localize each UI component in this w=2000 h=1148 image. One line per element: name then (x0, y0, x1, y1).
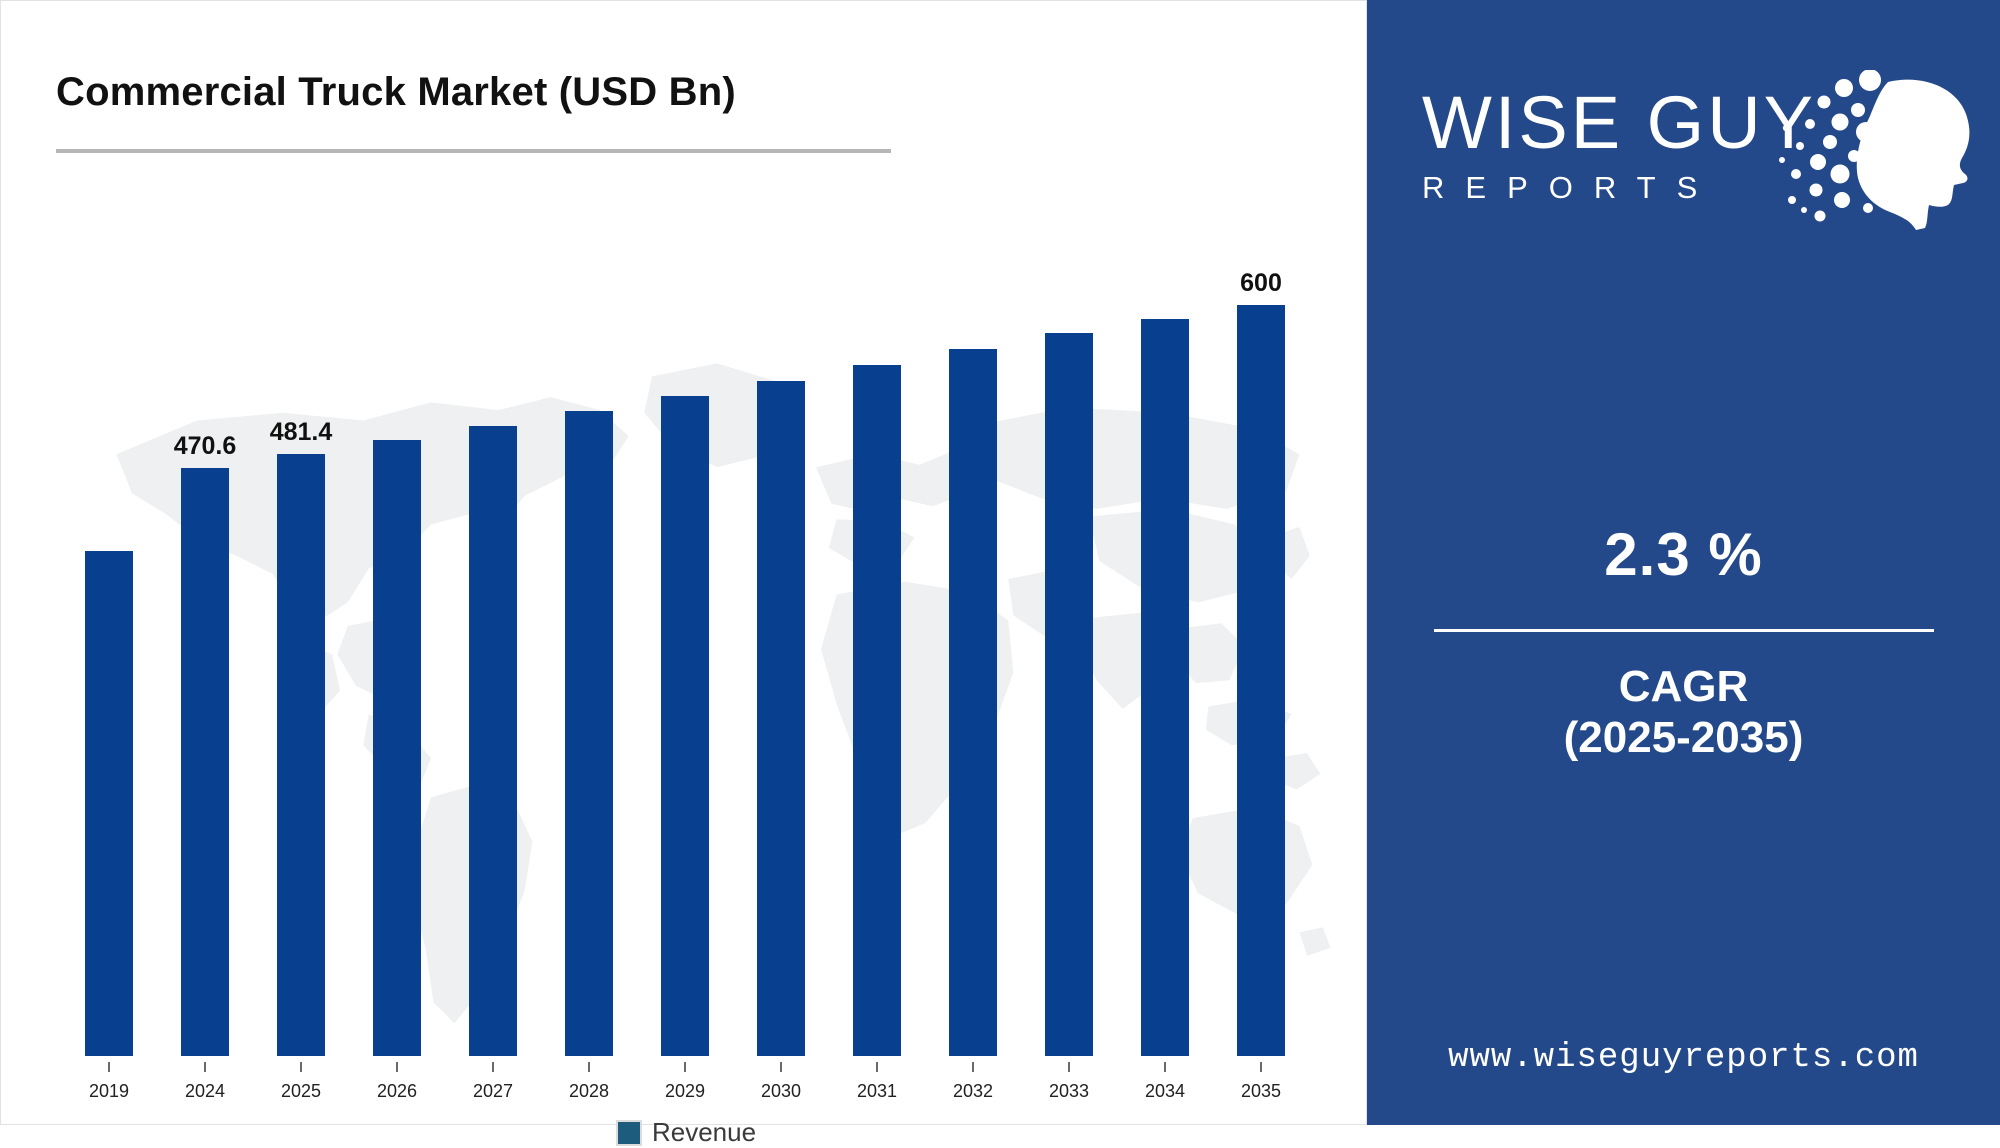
bar-2019[interactable] (85, 551, 133, 1056)
x-axis-label: 2025 (280, 1081, 322, 1101)
x-axis-label: 2030 (760, 1081, 802, 1101)
bar-slot: 2033 (1021, 231, 1117, 1101)
x-axis-label: 2028 (568, 1081, 610, 1101)
x-tick (492, 1062, 494, 1072)
bar-value-label: 470.6 (173, 432, 237, 460)
x-axis-label: 2026 (376, 1081, 418, 1101)
x-axis-label: 2032 (952, 1081, 994, 1101)
bar-2025[interactable] (277, 454, 325, 1056)
x-axis-label: 2034 (1144, 1081, 1186, 1101)
bar-slot: 2034 (1117, 231, 1213, 1101)
cagr-label: CAGR (1618, 662, 1749, 711)
bar-2028[interactable] (565, 411, 613, 1056)
legend-swatch-revenue (615, 1119, 642, 1146)
cagr-period: (2025-2035) (1563, 712, 1804, 762)
x-axis-label: 2024 (184, 1081, 226, 1101)
bar-chart-plot: 2019 470.6 2024 481.4 2025 2026 (61, 231, 1311, 1147)
bar-2032[interactable] (949, 349, 997, 1056)
bar-slot: 481.4 2025 (253, 231, 349, 1101)
bar-slot: 2028 (541, 231, 637, 1101)
bar-slot: 2029 (637, 231, 733, 1101)
bar-2030[interactable] (757, 381, 805, 1056)
bar-2034[interactable] (1141, 319, 1189, 1056)
cagr-value: 2.3 % (1604, 521, 1763, 588)
x-tick (204, 1062, 206, 1072)
bar-slot: 600 2035 (1213, 231, 1309, 1101)
title-divider (56, 149, 891, 153)
bar-slot: 2031 (829, 231, 925, 1101)
x-tick (876, 1062, 878, 1072)
page-title: Commercial Truck Market (USD Bn) (56, 69, 736, 114)
bar-slot: 2032 (925, 231, 1021, 1101)
x-tick (972, 1062, 974, 1072)
legend-label-revenue: Revenue (651, 1117, 757, 1147)
x-tick (684, 1062, 686, 1072)
x-axis-label: 2029 (664, 1081, 706, 1101)
bar-2027[interactable] (469, 426, 517, 1056)
bar-2031[interactable] (853, 365, 901, 1056)
brand-panel: WISE GUY REPORTS (1367, 0, 2000, 1125)
bar-value-label: 481.4 (269, 418, 333, 446)
x-axis-label: 2035 (1240, 1081, 1282, 1101)
bar-slot: 470.6 2024 (157, 231, 253, 1101)
bar-2033[interactable] (1045, 333, 1093, 1056)
bar-2024[interactable] (181, 468, 229, 1056)
wiseguy-logo: WISE GUY REPORTS (1367, 70, 2000, 240)
cagr-divider (1433, 629, 1934, 632)
x-axis-label: 2027 (472, 1081, 514, 1101)
chart-panel: Commercial Truck Market (USD Bn) (0, 0, 1367, 1147)
chart-legend: Revenue (61, 1117, 1311, 1148)
bar-slot: 2026 (349, 231, 445, 1101)
bar-2026[interactable] (373, 440, 421, 1056)
bar-slot: 2027 (445, 231, 541, 1101)
logo-text: WISE GUY REPORTS (1422, 86, 1852, 206)
bar-slot: 2019 (61, 231, 157, 1101)
x-tick (588, 1062, 590, 1072)
bar-2029[interactable] (661, 396, 709, 1056)
logo-line-reports: REPORTS (1422, 170, 1719, 205)
bar-value-label: 600 (1240, 269, 1282, 297)
x-tick (396, 1062, 398, 1072)
x-tick (780, 1062, 782, 1072)
x-tick (108, 1062, 110, 1072)
x-axis-label: 2019 (88, 1081, 130, 1101)
logo-line-wiseguy: WISE GUY (1422, 81, 1817, 164)
x-tick (1260, 1062, 1262, 1072)
x-axis-label: 2033 (1048, 1081, 1090, 1101)
bar-slot: 2030 (733, 231, 829, 1101)
x-tick (1164, 1062, 1166, 1072)
x-tick (300, 1062, 302, 1072)
x-axis-label: 2031 (856, 1081, 898, 1101)
x-tick (1068, 1062, 1070, 1072)
bar-2035[interactable] (1237, 305, 1285, 1056)
cagr-block: 2.3 % CAGR (2025-2035) (1367, 520, 2000, 763)
website-url[interactable]: www.wiseguyreports.com (1448, 1039, 1919, 1077)
head-profile-icon (1779, 70, 1970, 230)
